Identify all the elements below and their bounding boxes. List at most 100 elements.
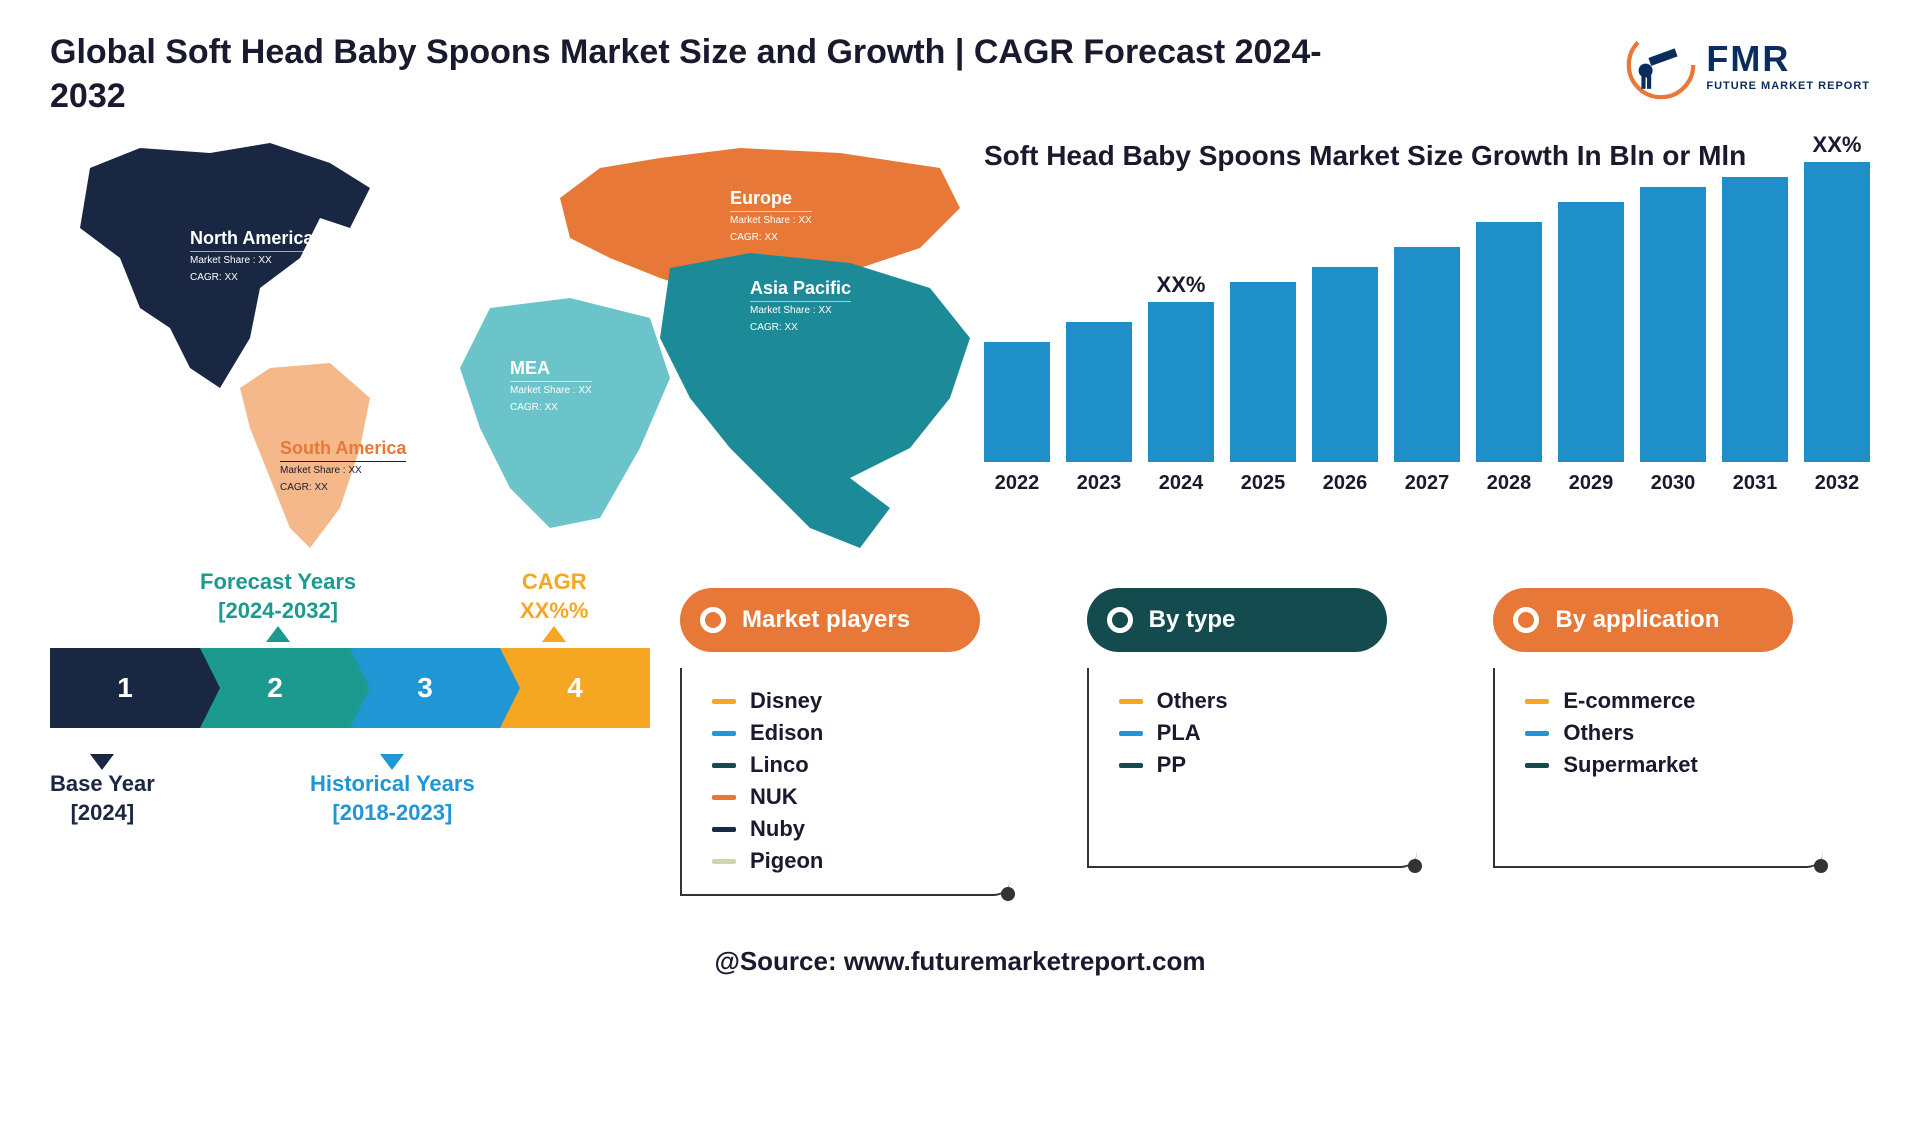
pill-dot-icon — [700, 607, 726, 633]
world-map: North America Market Share : XX CAGR: XX… — [50, 138, 954, 558]
bar-wrap: XX%2024 — [1148, 302, 1214, 495]
list-dash-icon — [712, 731, 736, 736]
sa-cagr: CAGR: XX — [280, 479, 406, 494]
logo-subtitle: FUTURE MARKET REPORT — [1706, 80, 1870, 92]
na-cagr: CAGR: XX — [190, 269, 313, 284]
sa-share: Market Share : XX — [280, 461, 406, 477]
ap-cagr: CAGR: XX — [750, 319, 851, 334]
na-region-name: North America — [190, 228, 313, 249]
list-item-label: Disney — [750, 688, 822, 714]
list-item-label: Supermarket — [1563, 752, 1698, 778]
bar-year-label: 2025 — [1241, 472, 1286, 495]
list-item: Others — [1119, 688, 1397, 714]
timeline-widget: Forecast Years [2024-2032] CAGR XX%% 1 2… — [50, 588, 650, 896]
list-item-label: Linco — [750, 752, 809, 778]
list-dash-icon — [712, 763, 736, 768]
timeline-seg-2: 2 — [200, 648, 350, 728]
bar — [1148, 302, 1214, 462]
bar-year-label: 2030 — [1651, 472, 1696, 495]
list-item: Disney — [712, 688, 990, 714]
by-type-pill: By type — [1087, 588, 1387, 652]
by-application-pill: By application — [1493, 588, 1793, 652]
bar-wrap: 2029 — [1558, 202, 1624, 495]
market-players-title: Market players — [742, 606, 910, 634]
source-footer: @Source: www.futuremarketreport.com — [50, 946, 1870, 977]
ap-region-name: Asia Pacific — [750, 278, 851, 299]
bar-year-label: 2029 — [1569, 472, 1614, 495]
cagr-range: XX%% — [520, 598, 588, 623]
list-item: Edison — [712, 720, 990, 746]
list-dash-icon — [1525, 763, 1549, 768]
bar-year-label: 2028 — [1487, 472, 1532, 495]
list-item-label: Others — [1563, 720, 1634, 746]
bar-wrap: 2025 — [1230, 282, 1296, 495]
list-item-label: Pigeon — [750, 848, 823, 874]
by-application-section: By application E-commerce Others Supermark… — [1493, 588, 1870, 896]
growth-bar-chart: Soft Head Baby Spoons Market Size Growth… — [984, 138, 1870, 558]
bar-wrap: 2030 — [1640, 187, 1706, 495]
list-item: PLA — [1119, 720, 1397, 746]
bar-year-label: 2026 — [1323, 472, 1368, 495]
list-dash-icon — [1525, 731, 1549, 736]
market-players-section: Market players Disney Edison Linco NUK Nuby P… — [680, 588, 1057, 896]
list-item-label: E-commerce — [1563, 688, 1695, 714]
market-players-pill: Market players — [680, 588, 980, 652]
bar-year-label: 2023 — [1077, 472, 1122, 495]
pill-dot-icon — [1513, 607, 1539, 633]
mea-share: Market Share : XX — [510, 381, 592, 397]
eu-cagr: CAGR: XX — [730, 229, 812, 244]
eu-share: Market Share : XX — [730, 211, 812, 227]
list-item: Supermarket — [1525, 752, 1803, 778]
bar-year-label: 2024 — [1159, 472, 1204, 495]
bar — [1640, 187, 1706, 462]
bar-wrap: 2023 — [1066, 322, 1132, 495]
by-type-section: By type Others PLA PP — [1087, 588, 1464, 896]
list-item-label: NUK — [750, 784, 798, 810]
list-item: NUK — [712, 784, 990, 810]
list-item: Pigeon — [712, 848, 990, 874]
by-type-title: By type — [1149, 606, 1236, 634]
bar-wrap: 2022 — [984, 342, 1050, 495]
bar-wrap: 2031 — [1722, 177, 1788, 495]
eu-region-name: Europe — [730, 188, 812, 209]
fmr-logo: FMR FUTURE MARKET REPORT — [1626, 30, 1870, 100]
bar-annotation: XX% — [1157, 272, 1206, 298]
list-dash-icon — [712, 795, 736, 800]
list-item: E-commerce — [1525, 688, 1803, 714]
mea-region-name: MEA — [510, 358, 592, 379]
bar-year-label: 2032 — [1815, 472, 1860, 495]
timeline-seg-3: 3 — [350, 648, 500, 728]
bar — [1312, 267, 1378, 462]
base-title: Base Year — [50, 771, 155, 796]
list-item-label: Nuby — [750, 816, 805, 842]
fmr-telescope-icon — [1626, 30, 1696, 100]
list-item-label: Edison — [750, 720, 823, 746]
timeline-seg-1: 1 — [50, 648, 200, 728]
list-dash-icon — [1119, 731, 1143, 736]
cagr-title: CAGR — [522, 569, 587, 594]
by-application-title: By application — [1555, 606, 1719, 634]
bar — [1230, 282, 1296, 462]
list-dash-icon — [1119, 763, 1143, 768]
bar-annotation: XX% — [1813, 132, 1862, 158]
bar — [1558, 202, 1624, 462]
bar — [1394, 247, 1460, 462]
sa-region-name: South America — [280, 438, 406, 459]
bar — [1804, 162, 1870, 462]
list-dash-icon — [712, 859, 736, 864]
hist-range: [2018-2023] — [332, 800, 452, 825]
bar-year-label: 2027 — [1405, 472, 1450, 495]
bar-wrap: XX%2032 — [1804, 162, 1870, 495]
bar-year-label: 2031 — [1733, 472, 1778, 495]
hist-title: Historical Years — [310, 771, 475, 796]
bar-wrap: 2028 — [1476, 222, 1542, 495]
list-item: Others — [1525, 720, 1803, 746]
base-range: [2024] — [71, 800, 135, 825]
logo-brand-text: FMR — [1706, 38, 1870, 80]
bar-wrap: 2026 — [1312, 267, 1378, 495]
mea-cagr: CAGR: XX — [510, 399, 592, 414]
list-item-label: PP — [1157, 752, 1186, 778]
list-dash-icon — [712, 827, 736, 832]
bar-wrap: 2027 — [1394, 247, 1460, 495]
chart-title: Soft Head Baby Spoons Market Size Growth… — [984, 138, 1870, 174]
